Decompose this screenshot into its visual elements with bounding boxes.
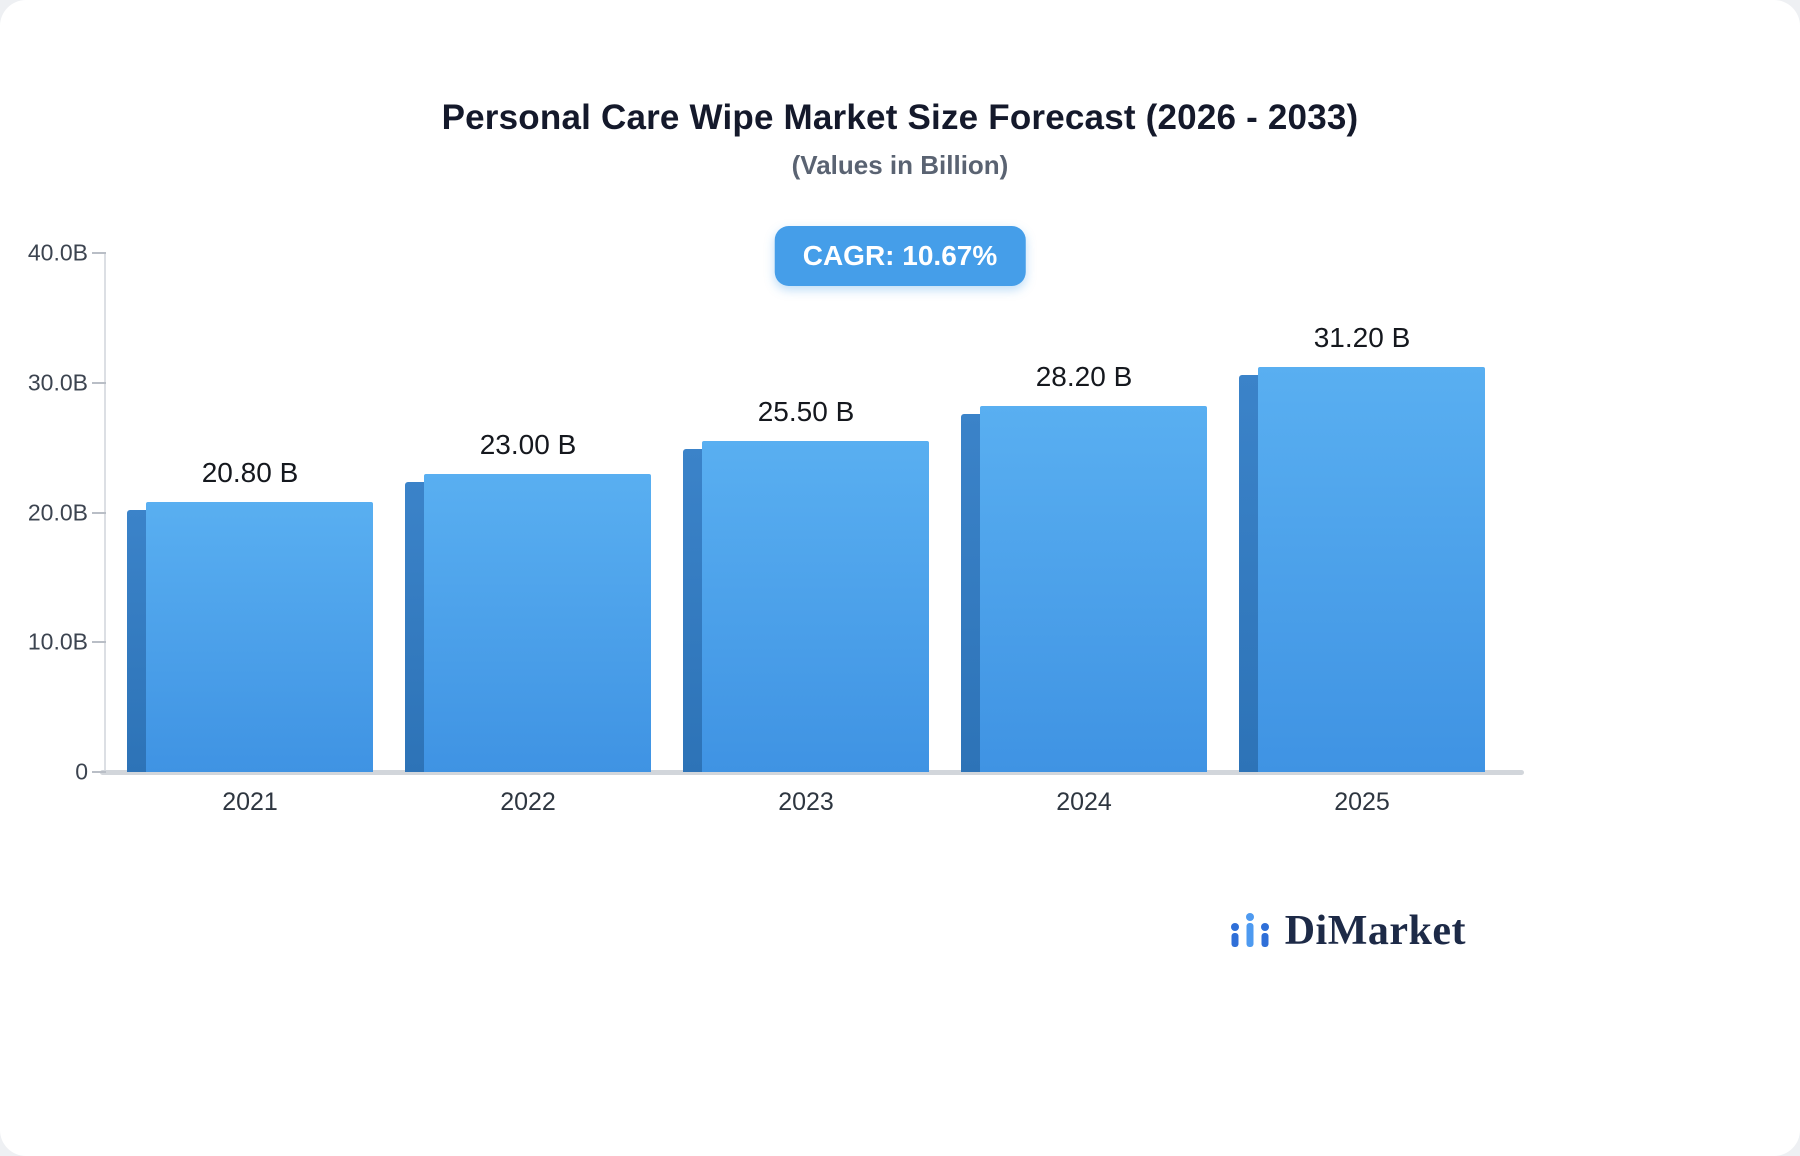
bar-side-face [127,510,146,772]
bar: 25.50 B [683,396,929,772]
y-axis-tick-label: 10.0B [27,628,88,655]
bar-front-face [146,502,373,772]
bar: 28.20 B [961,361,1207,772]
chart-title: Personal Care Wipe Market Size Forecast … [441,98,1359,137]
bar-value-label: 25.50 B [757,396,855,427]
x-axis-tick-label: 2025 [1334,788,1390,816]
brand-logo: DiMarket [1227,905,1466,956]
y-axis-tick-mark [92,771,106,773]
bar: 31.20 B [1239,322,1485,772]
y-axis-tick-mark [92,382,106,384]
bar-front-face [1258,367,1485,772]
x-axis-tick-label: 2021 [222,788,278,816]
y-axis-tick-label: 20.0B [27,499,88,526]
bar-side-face [405,482,424,772]
y-axis-tick-mark [92,641,106,643]
bar-value-label: 31.20 B [1313,322,1411,353]
x-axis-tick-label: 2023 [778,788,834,816]
x-axis-line [100,770,1524,775]
bar: 23.00 B [405,429,651,772]
bar-side-face [683,449,702,772]
x-axis-tick-label: 2024 [1056,788,1112,816]
bar-side-face [1239,375,1258,772]
bar-value-label: 28.20 B [1035,361,1133,392]
plot-area: 20.80 B 23.00 B 25.50 B 28.20 B 31.20 B [105,253,1520,772]
bar-chart-logo-icon [1227,905,1273,956]
bar-front-face [702,441,929,772]
chart-subtitle: (Values in Billion) [791,150,1009,180]
cagr-badge: CAGR: 10.67% [774,226,1026,286]
y-axis-tick-mark [92,252,106,254]
bar-side-face [961,414,980,772]
bar-value-label: 20.80 B [201,457,299,488]
bar-front-face [980,406,1207,772]
y-axis-tick-label: 30.0B [27,369,88,396]
x-axis-tick-label: 2022 [500,788,556,816]
bar-value-label: 23.00 B [479,429,577,460]
logo-text: DiMarket [1284,907,1466,954]
y-axis-tick-mark [92,512,106,514]
bar: 20.80 B [127,457,373,772]
y-axis-tick-label: 0 [75,758,88,785]
y-axis-tick-label: 40.0B [27,239,88,266]
bar-front-face [424,474,651,772]
